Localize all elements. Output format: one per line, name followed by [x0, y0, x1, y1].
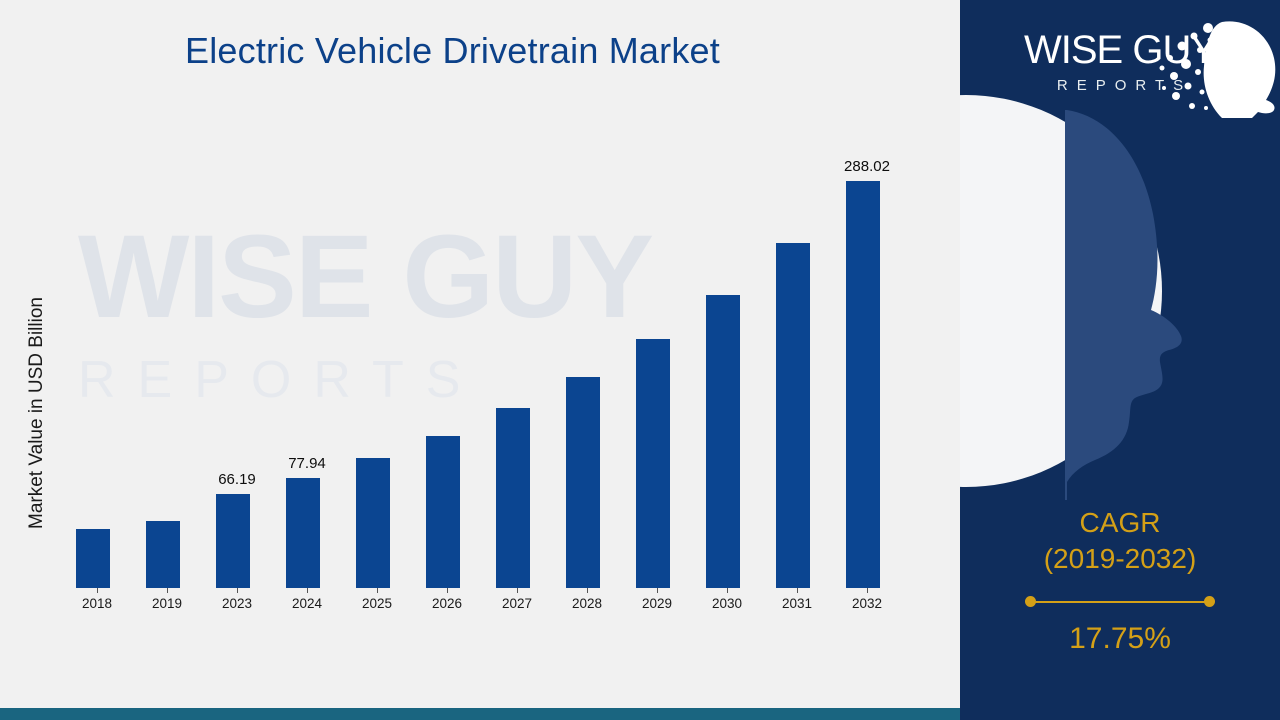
- divider-dot-left-icon: [1025, 595, 1036, 607]
- x-axis-tick: 2026: [412, 588, 482, 611]
- bar: [76, 529, 110, 588]
- bar-column: [622, 150, 692, 588]
- tick-mark: [586, 588, 588, 593]
- tick-mark: [656, 588, 658, 593]
- y-axis-title-label: Market Value in USD Billion: [26, 297, 47, 529]
- bottom-accent-strip: [0, 708, 960, 720]
- bar-column: [342, 150, 412, 588]
- x-axis-tick: 2031: [762, 588, 832, 611]
- bar-column: 66.19: [202, 150, 272, 588]
- bar: [146, 520, 180, 588]
- x-axis-tick: 2027: [482, 588, 552, 611]
- x-axis-tick: 2030: [692, 588, 762, 611]
- x-axis-tick-label: 2027: [501, 596, 533, 611]
- x-axis-tick-label: 2026: [431, 596, 463, 611]
- bar: [566, 376, 600, 588]
- bar: [496, 408, 530, 588]
- chart-panel: Electric Vehicle Drivetrain Market WISE …: [0, 30, 960, 720]
- bar-column: [62, 150, 132, 588]
- bar-value-label: 66.19: [218, 471, 256, 489]
- bar-value-label: 288.02: [844, 158, 890, 176]
- head-silhouette-icon: [1065, 110, 1182, 500]
- bar: [776, 242, 810, 588]
- x-axis-tick-label: 2029: [641, 596, 673, 611]
- brand-logo: WISE GUY REPORTS: [960, 30, 1280, 93]
- plot-area: 66.19 77.94 288.02: [62, 150, 902, 588]
- bar-column: [692, 150, 762, 588]
- brand-wordmark: WISE GUY: [1023, 28, 1217, 72]
- x-axis-tick: 2018: [62, 588, 132, 611]
- cagr-value: 17.75%: [1069, 621, 1171, 655]
- divider-dot-right-icon: [1204, 595, 1215, 607]
- tick-mark: [96, 588, 98, 593]
- bar-column: [482, 150, 552, 588]
- bar: [356, 458, 390, 588]
- bar: [636, 338, 670, 588]
- cagr-block: CAGR (2019-2032) 17.75%: [960, 505, 1280, 656]
- brand-subtext: REPORTS: [1056, 77, 1193, 94]
- x-axis-tick: 2028: [552, 588, 622, 611]
- bar-column: 288.02: [832, 150, 902, 588]
- tick-mark: [236, 588, 238, 593]
- tick-mark: [866, 588, 868, 593]
- cagr-heading: CAGR: [1079, 507, 1161, 538]
- bar-column: 77.94: [272, 150, 342, 588]
- tick-mark: [516, 588, 518, 593]
- x-axis-tick-label: 2028: [571, 596, 603, 611]
- x-axis-tick: 2032: [832, 588, 902, 611]
- x-axis: 2018 2019 2023 2024 2025 2026 2027 2028 2029 2030…: [62, 588, 902, 622]
- tick-mark: [796, 588, 798, 593]
- x-axis-tick: 2023: [202, 588, 272, 611]
- cagr-period: (2019-2032): [1043, 543, 1197, 575]
- x-axis-tick-label: 2025: [361, 596, 393, 611]
- x-axis-tick: 2025: [342, 588, 412, 611]
- tick-mark: [446, 588, 448, 593]
- bar-column: [552, 150, 622, 588]
- tick-mark: [306, 588, 308, 593]
- brand-panel: WISE GUY REPORTS CAGR (2019-2032): [960, 0, 1280, 720]
- bar: [846, 181, 880, 588]
- x-axis-tick-label: 2024: [291, 596, 323, 611]
- tick-mark: [376, 588, 378, 593]
- bar-column: [762, 150, 832, 588]
- tick-mark: [166, 588, 168, 593]
- bar: [426, 435, 460, 588]
- x-axis-tick: 2024: [272, 588, 342, 611]
- bar-column: [132, 150, 202, 588]
- page-title: Electric Vehicle Drivetrain Market: [185, 30, 720, 71]
- bar: [286, 477, 320, 588]
- divider-rule: [1031, 600, 1209, 603]
- bar: [706, 294, 740, 588]
- cagr-divider: [1025, 595, 1215, 608]
- x-axis-tick-label: 2031: [781, 596, 813, 611]
- tick-mark: [726, 588, 728, 593]
- bar-value-label: 77.94: [288, 454, 326, 472]
- x-axis-tick-label: 2030: [711, 596, 743, 611]
- y-axis-title: Market Value in USD Billion: [22, 238, 52, 588]
- x-axis-tick-label: 2018: [81, 596, 113, 611]
- bar-column: [412, 150, 482, 588]
- bar: [216, 494, 250, 588]
- x-axis-tick: 2029: [622, 588, 692, 611]
- x-axis-tick: 2019: [132, 588, 202, 611]
- x-axis-tick-label: 2032: [851, 596, 883, 611]
- x-axis-tick-label: 2019: [151, 596, 183, 611]
- x-axis-tick-label: 2023: [221, 596, 253, 611]
- dotted-head-logo-icon: [1159, 21, 1276, 118]
